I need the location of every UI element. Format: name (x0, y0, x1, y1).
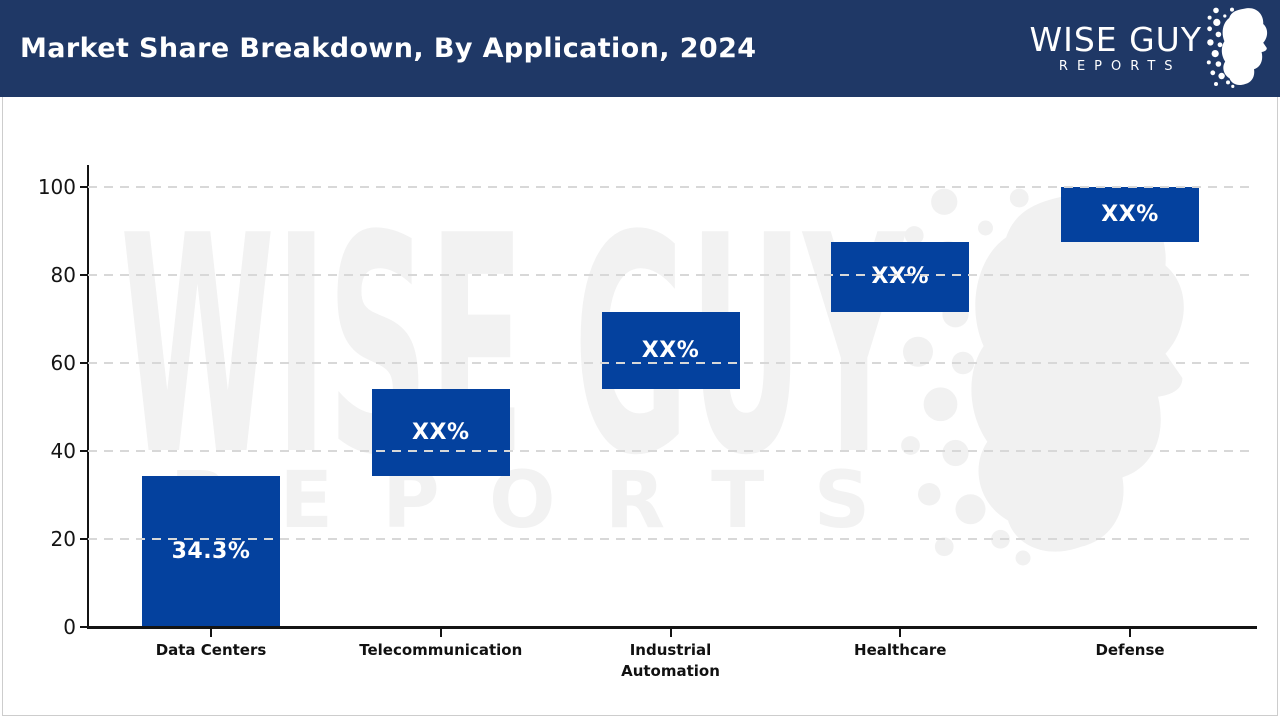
x-tick-healthcare (899, 629, 902, 637)
y-tick-label-100: 100 (37, 175, 76, 199)
category-label-data-centers: Data Centers (155, 641, 267, 659)
bar-value-label-telecommunication: XX% (412, 420, 470, 445)
category-label-defense: Defense (1095, 641, 1165, 659)
y-tick-60 (80, 362, 87, 364)
x-axis-line (87, 626, 1257, 629)
bar-value-label-industrial-automation: XX% (641, 337, 700, 363)
bar-value-label-data-centers: 34.3% (171, 539, 251, 565)
bar-defense: XX% (1061, 187, 1199, 242)
gridline-60 (88, 362, 1256, 364)
y-tick-40 (80, 450, 87, 452)
y-axis-line (87, 165, 89, 628)
gridline-80 (88, 274, 1256, 276)
header-bar: Market Share Breakdown, By Application, … (0, 0, 1280, 97)
x-tick-telecommunication (439, 629, 442, 637)
logo-text: WISE GUY REPORTS (1029, 20, 1202, 75)
bar-data-centers: 34.3% (142, 476, 280, 627)
bar-value-label-defense: XX% (1101, 202, 1159, 227)
y-tick-100 (80, 186, 87, 188)
y-tick-label-60: 60 (50, 351, 76, 375)
x-tick-defense (1129, 629, 1131, 637)
category-label-industrial-automation: Industrial Automation (621, 641, 720, 680)
gridline-40 (88, 450, 1256, 452)
bar-telecommunication: XX% (371, 388, 510, 477)
y-tick-0 (80, 626, 87, 628)
y-tick-20 (80, 538, 87, 540)
chart-title: Market Share Breakdown, By Application, … (20, 33, 757, 64)
y-tick-80 (80, 274, 87, 276)
y-tick-label-20: 20 (50, 527, 76, 551)
y-tick-label-80: 80 (50, 263, 76, 287)
logo-head-icon (1206, 7, 1268, 89)
category-label-healthcare: Healthcare (854, 641, 947, 659)
x-tick-industrial-automation (669, 629, 672, 637)
wise-guy-logo: WISE GUY REPORTS (1029, 4, 1268, 92)
category-label-telecommunication: Telecommunication (359, 641, 523, 659)
bar-value-label-healthcare: XX% (871, 264, 929, 290)
watermark-line2: REPORTS (170, 456, 870, 546)
gridline-20 (88, 538, 1256, 540)
y-tick-label-0: 0 (63, 615, 76, 639)
bar-industrial-automation: XX% (601, 311, 740, 389)
bar-healthcare: XX% (831, 242, 970, 312)
gridline-100 (88, 186, 1256, 188)
logo-subtitle: REPORTS (1058, 59, 1182, 74)
x-tick-data-centers (210, 629, 212, 637)
y-tick-label-40: 40 (50, 439, 76, 463)
logo-wordmark: WISE GUY (1029, 20, 1202, 59)
